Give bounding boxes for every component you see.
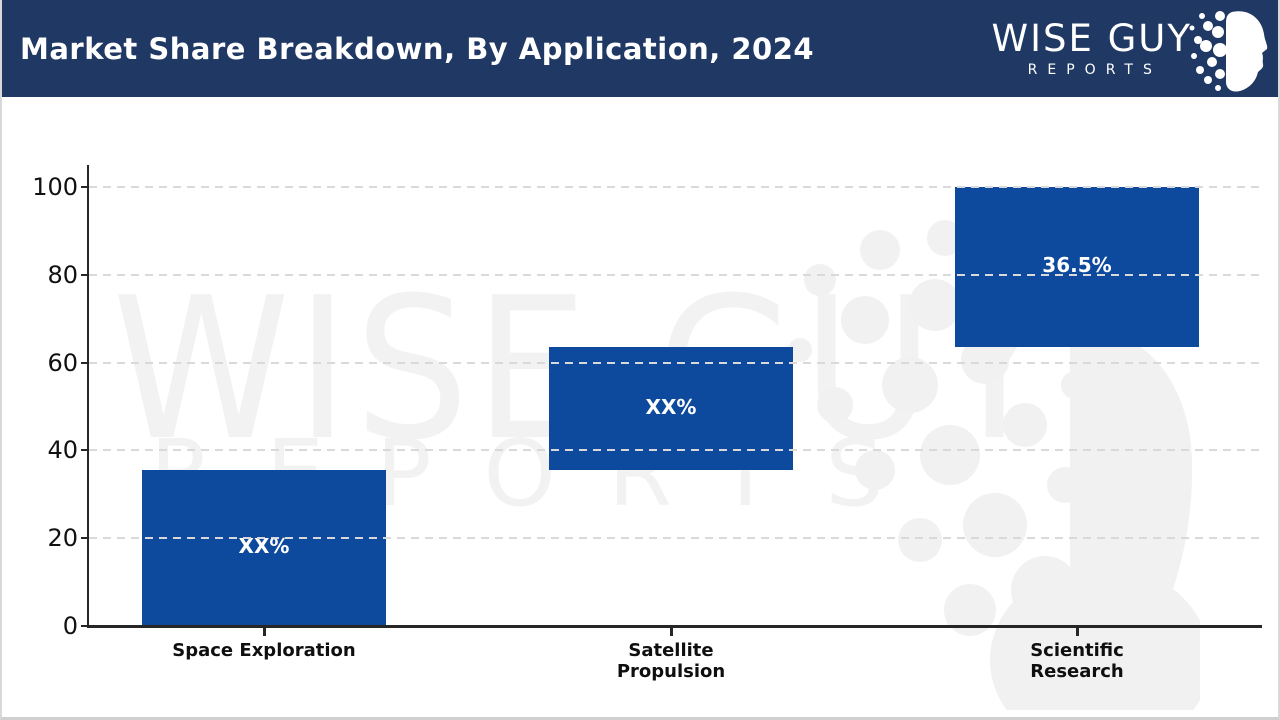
y-axis-tick-mark — [81, 625, 89, 627]
brand-logo-text: WISE GUY REPORTS — [992, 20, 1192, 78]
bar-segment: XX% — [142, 470, 386, 626]
gridline — [89, 361, 1262, 364]
brand-logo: WISE GUY REPORTS — [992, 6, 1270, 92]
x-axis-tick-mark — [670, 627, 673, 636]
y-axis-tick-label: 20 — [47, 524, 78, 553]
bar-value-label: XX% — [645, 394, 697, 419]
page-title: Market Share Breakdown, By Application, … — [20, 31, 815, 66]
x-axis-tick-mark — [1076, 627, 1079, 636]
y-axis-tick-label: 80 — [47, 260, 78, 289]
x-axis-line — [87, 625, 1262, 628]
x-axis-tick-mark — [263, 627, 266, 636]
y-axis-tick-mark — [81, 273, 89, 276]
y-axis-tick-label: 60 — [47, 348, 78, 377]
y-axis-tick-label: 40 — [47, 436, 78, 465]
y-axis-line — [87, 165, 89, 628]
x-axis-category-label: Space Exploration — [172, 640, 356, 661]
y-axis-tick-label: 100 — [32, 173, 78, 201]
header-bar: Market Share Breakdown, By Application, … — [0, 0, 1280, 97]
y-axis-tick-mark — [81, 361, 89, 364]
y-axis-tick-mark — [81, 186, 89, 188]
brand-wordmark: WISE GUY — [991, 17, 1192, 60]
y-axis-tick-label: 0 — [62, 612, 78, 640]
x-axis-category-label: Scientific Research — [1030, 640, 1124, 682]
brand-subtext: REPORTS — [1027, 62, 1162, 78]
gridline — [89, 449, 1262, 452]
x-axis-category-label: Satellite Propulsion — [616, 640, 726, 682]
bar-segment: 36.5% — [955, 187, 1199, 348]
wise-guy-face-icon — [1189, 11, 1268, 92]
gridline — [89, 273, 1262, 276]
y-axis-tick-mark — [81, 449, 89, 452]
bar-value-label: 36.5% — [1042, 253, 1112, 278]
y-axis-tick-mark — [81, 537, 89, 540]
gridline — [89, 186, 1262, 188]
gridline — [89, 537, 1262, 540]
bar-segment: XX% — [549, 347, 793, 471]
